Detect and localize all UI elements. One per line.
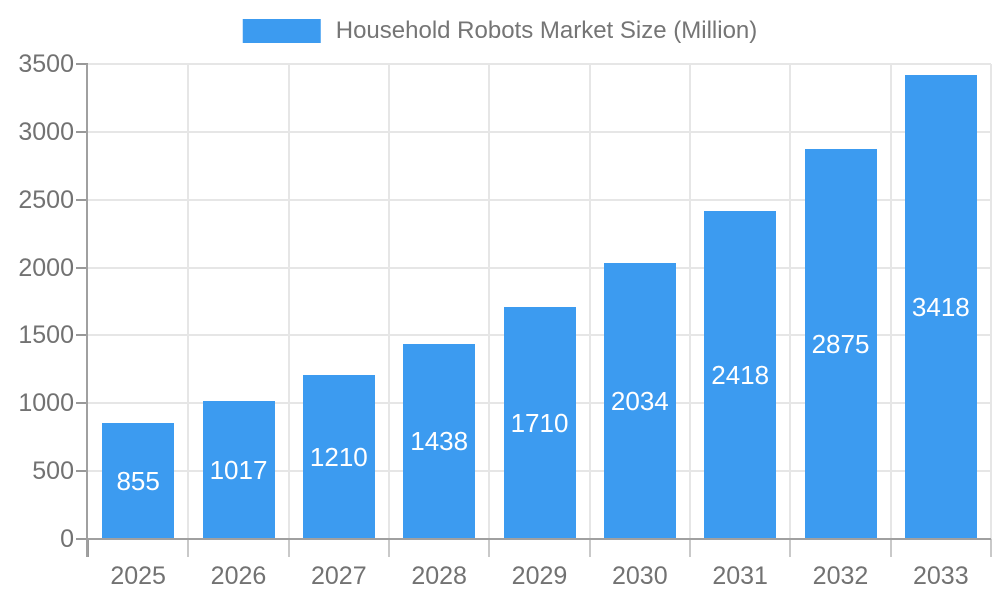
x-axis-tick <box>789 539 792 557</box>
x-axis-tick <box>187 539 190 557</box>
bar-2031[interactable] <box>704 210 777 539</box>
x-axis-tick-label: 2027 <box>311 562 367 590</box>
y-axis-tick-label: 3500 <box>18 50 74 78</box>
legend-marker-icon <box>242 19 321 43</box>
legend-label: Household Robots Market Size (Million) <box>335 17 758 44</box>
bar-2032[interactable] <box>804 148 877 539</box>
x-axis-tick <box>588 539 591 557</box>
gridline-vertical <box>689 64 691 539</box>
gridline-vertical <box>588 64 591 539</box>
x-axis-tick-label: 2029 <box>511 562 568 590</box>
chart-legend[interactable]: Household Robots Market Size (Million) <box>242 17 758 44</box>
x-axis-tick-label: 2032 <box>812 562 869 590</box>
bar-2027[interactable] <box>302 374 375 539</box>
y-axis-tick <box>76 130 88 133</box>
y-axis-tick-label: 1500 <box>18 321 74 350</box>
x-axis-tick-label: 2033 <box>913 562 969 590</box>
y-axis-tick <box>76 63 88 65</box>
y-axis-tick-label: 2500 <box>18 185 74 214</box>
y-axis-tick-label: 500 <box>32 457 74 486</box>
y-axis-tick-label: 2000 <box>18 253 74 282</box>
gridline-vertical <box>187 64 190 539</box>
y-axis-tick-label: 1000 <box>18 389 74 418</box>
x-axis-tick-label: 2030 <box>612 562 668 590</box>
gridline-vertical <box>287 64 290 539</box>
y-axis-tick <box>76 334 88 337</box>
x-axis-tick <box>287 539 290 557</box>
y-axis-tick-label: 0 <box>60 525 74 553</box>
x-axis-tick <box>990 539 992 557</box>
x-axis-tick-label: 2031 <box>712 562 768 590</box>
gridline-horizontal <box>88 63 991 65</box>
x-axis-tick-label: 2026 <box>210 562 267 590</box>
x-axis-tick-label: 2028 <box>411 562 467 590</box>
y-axis-line <box>86 64 88 557</box>
bar-2026[interactable] <box>202 400 275 539</box>
gridline-vertical <box>990 64 992 539</box>
x-axis-tick <box>689 539 691 557</box>
bar-2033[interactable] <box>904 75 977 539</box>
y-axis-tick <box>76 470 88 473</box>
x-axis-tick <box>488 539 491 557</box>
x-axis-tick <box>87 539 89 557</box>
bar-2025[interactable] <box>102 422 175 539</box>
y-axis-tick-label: 3000 <box>18 117 74 146</box>
y-axis-tick <box>76 266 88 269</box>
gridline-vertical <box>789 64 792 539</box>
x-axis-tick <box>889 539 892 557</box>
gridline-vertical <box>488 64 491 539</box>
gridline-vertical <box>889 64 892 539</box>
x-axis-tick-label: 2025 <box>110 562 166 590</box>
y-axis-tick <box>76 198 88 201</box>
y-axis-tick <box>76 538 88 540</box>
x-axis-tick <box>388 539 390 557</box>
bar-2029[interactable] <box>503 306 576 539</box>
y-axis-tick <box>76 402 88 405</box>
gridline-horizontal <box>88 130 991 133</box>
bar-2030[interactable] <box>603 262 676 539</box>
gridline-vertical <box>388 64 390 539</box>
bar-2028[interactable] <box>403 343 476 539</box>
x-axis-line <box>88 538 991 540</box>
